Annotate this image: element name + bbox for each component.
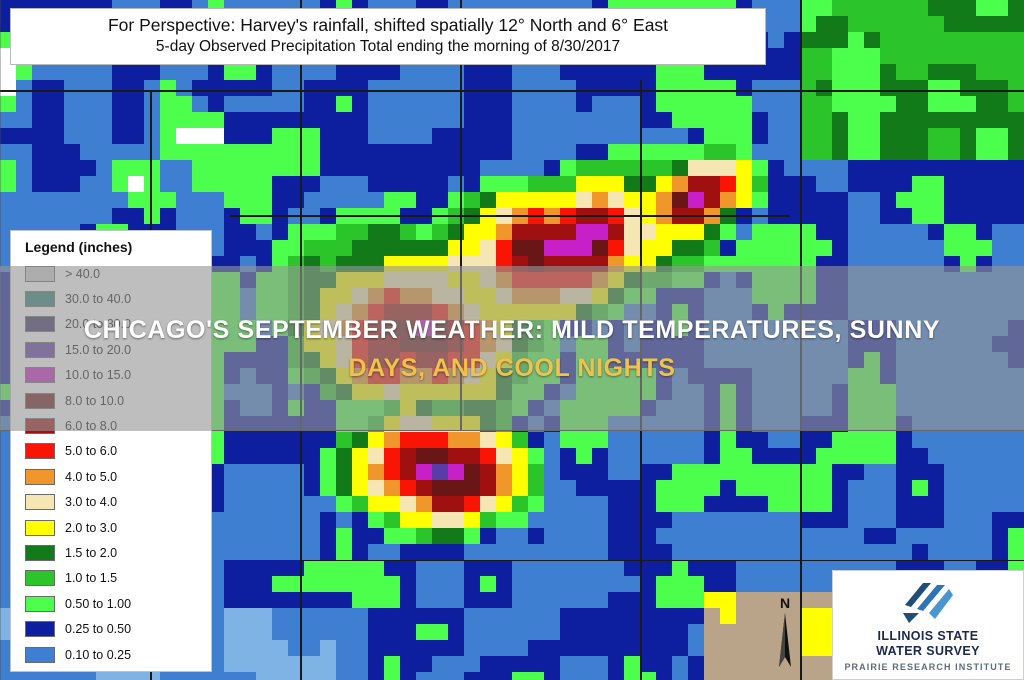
legend-color-swatch <box>25 595 55 612</box>
legend-color-swatch <box>25 621 55 638</box>
legend-item-label: 0.10 to 0.25 <box>65 647 132 662</box>
legend-item-label: 3.0 to 4.0 <box>65 495 118 510</box>
legend-item: 3.0 to 4.0 <box>11 490 211 515</box>
legend-color-swatch <box>25 468 55 485</box>
compass-north-icon <box>779 613 791 667</box>
legend-item-label: 0.50 to 1.00 <box>65 596 132 611</box>
isws-logo-title: ILLINOIS STATE WATER SURVEY <box>876 629 980 659</box>
article-title-overlay: CHICAGO'S SEPTEMBER WEATHER: MILD TEMPER… <box>0 266 1024 431</box>
legend-item-label: 4.0 to 5.0 <box>65 469 118 484</box>
legend-item: 1.5 to 2.0 <box>11 540 211 565</box>
isws-logo-title-line-1: ILLINOIS STATE <box>877 629 979 643</box>
article-title-line-1: CHICAGO'S SEPTEMBER WEATHER: MILD TEMPER… <box>83 315 941 344</box>
legend-item-label: 1.0 to 1.5 <box>65 571 118 586</box>
legend-item: 0.50 to 1.00 <box>11 591 211 616</box>
legend-item: 0.10 to 0.25 <box>11 642 211 667</box>
isws-logo-icon <box>901 579 955 625</box>
map-title-line-2: 5-day Observed Precipitation Total endin… <box>155 38 621 55</box>
isws-logo-subtitle: PRAIRIE RESEARCH INSTITUTE <box>844 662 1012 672</box>
state-boundary-line <box>0 90 1024 92</box>
legend-item: 2.0 to 3.0 <box>11 515 211 540</box>
state-boundary-line <box>230 215 790 217</box>
map-title-box: For Perspective: Harvey's rainfall, shif… <box>10 8 766 65</box>
legend-color-swatch <box>25 570 55 587</box>
legend-item: 5.0 to 6.0 <box>11 439 211 464</box>
compass-north-label: N <box>779 595 791 611</box>
illinois-state-water-survey-logo: ILLINOIS STATE WATER SURVEY PRAIRIE RESE… <box>832 570 1024 680</box>
article-title-line-2: DAYS, AND COOL NIGHTS <box>348 353 676 382</box>
legend-item-label: 5.0 to 6.0 <box>65 444 118 459</box>
legend-item: 4.0 to 5.0 <box>11 464 211 489</box>
legend-color-swatch <box>25 494 55 511</box>
legend-item-label: 0.25 to 0.50 <box>65 622 132 637</box>
county-boundary-line <box>0 595 1 680</box>
legend-heading: Legend (inches) <box>25 239 133 255</box>
compass-rose: N <box>768 596 802 678</box>
article-title-text: CHICAGO'S SEPTEMBER WEATHER: MILD TEMPER… <box>44 311 980 387</box>
state-boundary-line <box>460 0 462 430</box>
legend-item: 1.0 to 1.5 <box>11 566 211 591</box>
legend-item-label: 2.0 to 3.0 <box>65 520 118 535</box>
legend-color-swatch <box>25 544 55 561</box>
legend-color-swatch <box>25 519 55 536</box>
state-boundary-line <box>300 560 1024 561</box>
map-title-line-1: For Perspective: Harvey's rainfall, shif… <box>107 15 669 35</box>
legend-item-label: 1.5 to 2.0 <box>65 545 118 560</box>
isws-logo-title-line-2: WATER SURVEY <box>876 644 980 658</box>
legend-color-swatch <box>25 443 55 460</box>
legend-item: 0.25 to 0.50 <box>11 616 211 641</box>
legend-color-swatch <box>25 646 55 663</box>
